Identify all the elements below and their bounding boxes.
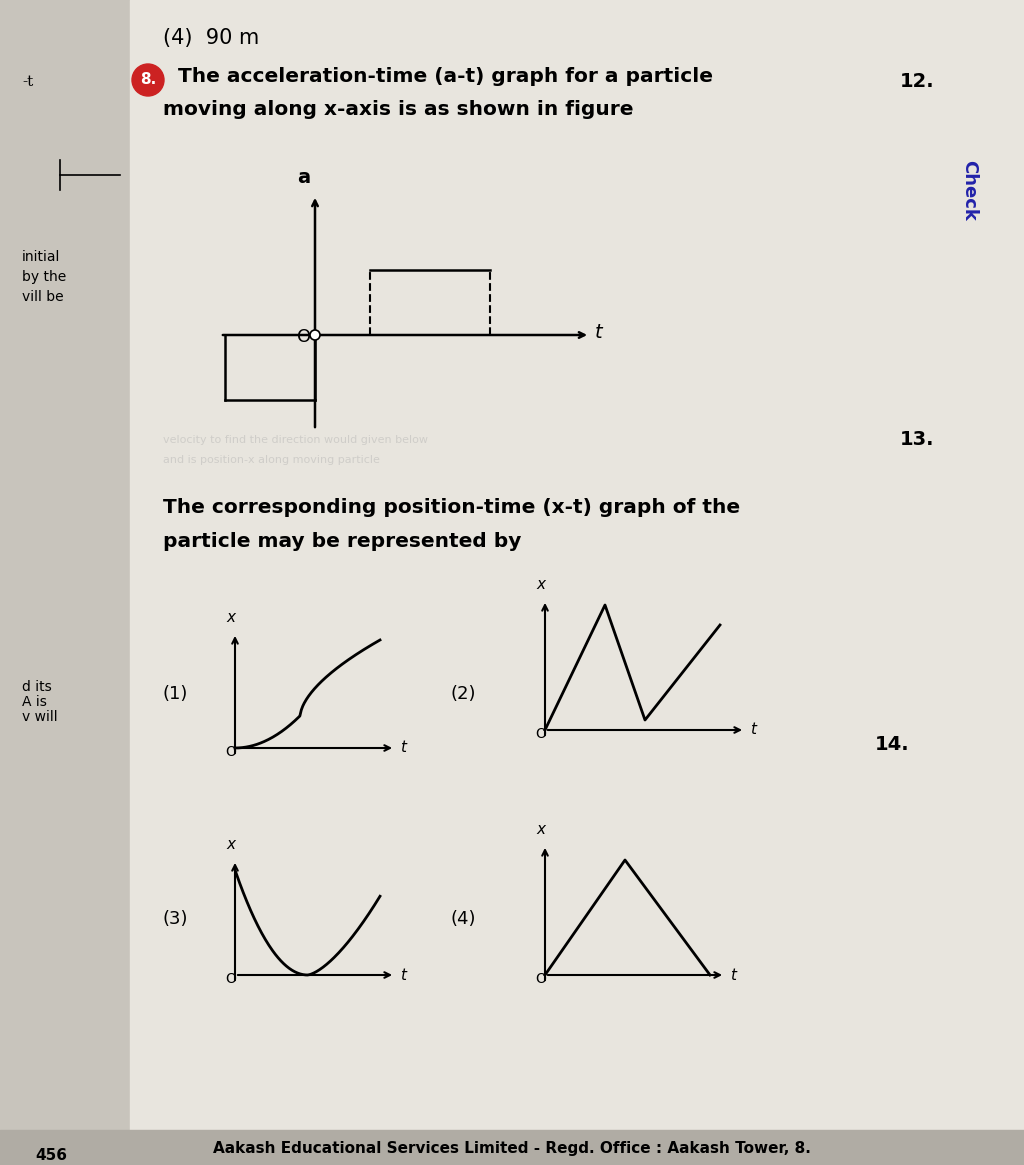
Text: initial: initial <box>22 250 60 264</box>
Text: 13.: 13. <box>900 430 935 449</box>
Text: (4)  90 m: (4) 90 m <box>163 28 259 48</box>
Circle shape <box>132 64 164 96</box>
Text: O: O <box>297 329 311 346</box>
Text: d its: d its <box>22 680 52 694</box>
Text: t: t <box>595 323 603 341</box>
Text: 14.: 14. <box>874 735 909 754</box>
Text: O: O <box>535 972 546 986</box>
Text: Aakash Educational Services Limited - Regd. Office : Aakash Tower, 8.: Aakash Educational Services Limited - Re… <box>213 1141 811 1156</box>
Text: x: x <box>226 610 236 624</box>
Text: The acceleration-time (a-t) graph for a particle: The acceleration-time (a-t) graph for a … <box>178 68 713 86</box>
Text: t: t <box>400 741 406 755</box>
Text: 8.: 8. <box>140 72 156 87</box>
Text: x: x <box>226 836 236 852</box>
Text: (1): (1) <box>163 685 188 702</box>
Text: (4): (4) <box>450 910 475 929</box>
Text: x: x <box>537 822 546 836</box>
Text: The corresponding position-time (x-t) graph of the: The corresponding position-time (x-t) gr… <box>163 497 740 517</box>
Text: and is position-x along moving particle: and is position-x along moving particle <box>163 456 380 465</box>
Text: (2): (2) <box>450 685 475 702</box>
Text: t: t <box>400 967 406 982</box>
Circle shape <box>310 330 319 340</box>
Text: A is: A is <box>22 696 47 709</box>
Text: t: t <box>750 722 756 737</box>
Text: O: O <box>225 972 236 986</box>
Text: vill be: vill be <box>22 290 63 304</box>
Text: O: O <box>535 727 546 741</box>
Text: 456: 456 <box>35 1148 67 1163</box>
Text: x: x <box>537 577 546 592</box>
Text: v will: v will <box>22 709 57 723</box>
Text: moving along x-axis is as shown in figure: moving along x-axis is as shown in figur… <box>163 100 634 119</box>
Text: 12.: 12. <box>900 72 935 91</box>
Text: -t: -t <box>22 75 33 89</box>
Text: a: a <box>297 168 310 188</box>
Text: O: O <box>225 744 236 760</box>
Text: particle may be represented by: particle may be represented by <box>163 532 521 551</box>
Text: velocity to find the direction would given below: velocity to find the direction would giv… <box>163 435 428 445</box>
Text: Check: Check <box>961 160 978 221</box>
Text: (3): (3) <box>163 910 188 929</box>
Text: by the: by the <box>22 270 67 284</box>
Text: t: t <box>730 967 736 982</box>
